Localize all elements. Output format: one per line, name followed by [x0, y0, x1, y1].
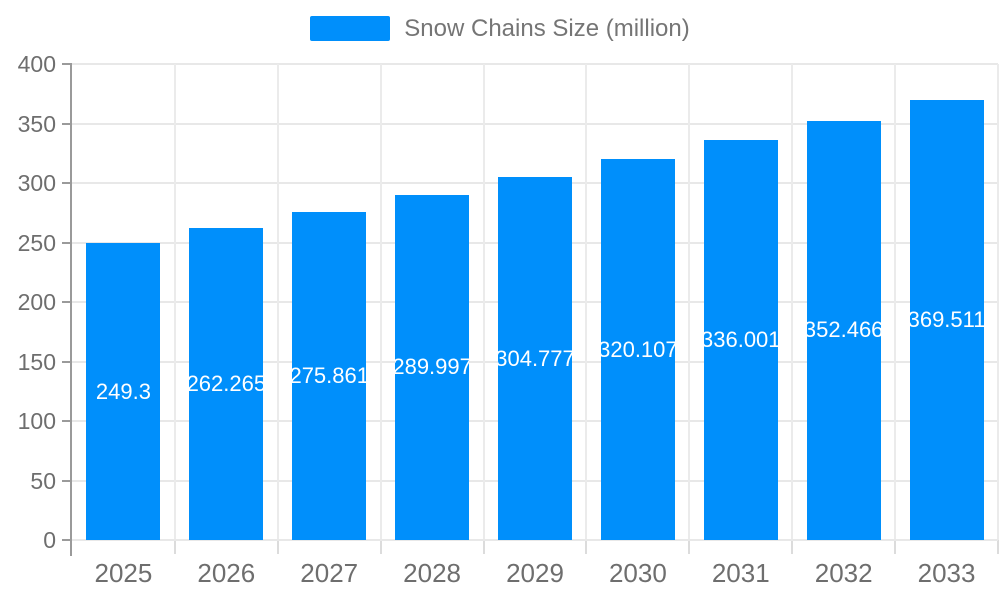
gridline-vertical	[688, 64, 691, 540]
bar-value-label: 336.001	[703, 327, 778, 353]
x-tick-label: 2028	[403, 558, 462, 588]
y-tick-label: 150	[17, 348, 56, 375]
x-tick-label: 2026	[197, 558, 256, 588]
y-tick-label: 400	[17, 51, 56, 77]
x-axis-tick	[585, 540, 588, 554]
legend-swatch-icon	[310, 16, 391, 41]
x-axis-tick	[173, 540, 176, 554]
x-tick-label: 2031	[711, 558, 770, 588]
bar[interactable]	[189, 227, 264, 540]
y-axis-tick	[62, 182, 72, 184]
x-axis-tick	[688, 540, 691, 554]
bar-value-label: 352.466	[806, 317, 881, 343]
legend-series-label: Snow Chains Size (million)	[404, 15, 690, 42]
gridline-vertical	[379, 64, 382, 540]
gridline-vertical	[791, 64, 794, 540]
y-axis-tick	[62, 241, 72, 244]
x-axis-tick	[276, 540, 279, 554]
y-tick-label: 0	[43, 527, 56, 553]
gridline-horizontal	[72, 63, 998, 65]
x-tick-label: 2025	[94, 558, 153, 588]
x-tick-label: 2032	[814, 558, 873, 588]
bar[interactable]	[86, 243, 161, 540]
gridline-vertical	[482, 64, 485, 540]
gridline-horizontal	[72, 122, 998, 125]
x-axis-tick	[379, 540, 382, 554]
y-axis-tick	[62, 122, 72, 125]
y-axis-line	[70, 64, 72, 556]
chart-legend[interactable]: Snow Chains Size (million)	[0, 16, 1000, 41]
bar-value-label: 369.511	[909, 307, 984, 333]
plot-area: 0 50 100 150 200 250 300 350 400 2025 2026 2027 2028…	[18, 52, 999, 588]
y-axis-tick	[62, 539, 72, 541]
bar[interactable]	[600, 159, 675, 540]
y-axis-tick	[62, 63, 72, 65]
y-tick-label: 200	[17, 289, 56, 315]
x-tick-label: 2027	[300, 558, 359, 588]
y-tick-label: 250	[17, 229, 56, 256]
bar-value-label: 320.107	[600, 336, 675, 362]
y-axis-tick	[62, 301, 72, 303]
y-tick-label: 350	[17, 110, 56, 137]
bar-value-label: 262.265	[189, 370, 264, 396]
bar-value-label: 289.997	[395, 354, 470, 380]
y-tick-label: 50	[30, 467, 56, 494]
bar[interactable]	[806, 120, 881, 540]
x-axis-tick	[997, 540, 999, 554]
bar[interactable]	[498, 177, 572, 540]
gridline-vertical	[997, 64, 999, 540]
y-tick-label: 100	[17, 408, 56, 434]
bar[interactable]	[909, 100, 984, 540]
gridline-vertical	[585, 64, 588, 540]
y-axis-tick	[62, 420, 72, 422]
x-axis-tick	[482, 540, 485, 554]
y-axis-tick	[62, 360, 72, 363]
x-tick-label: 2029	[506, 558, 564, 588]
y-axis-tick	[62, 479, 72, 482]
y-tick-label: 300	[17, 170, 56, 196]
gridline-vertical	[173, 64, 176, 540]
bar-value-label: 275.861	[292, 362, 367, 388]
x-tick-label: 2033	[917, 558, 976, 588]
x-tick-label: 2030	[608, 558, 667, 588]
bar[interactable]	[292, 211, 367, 540]
x-axis-line	[72, 539, 998, 541]
bar-value-label: 249.3	[95, 378, 151, 404]
x-axis-tick	[791, 540, 794, 554]
gridline-vertical	[276, 64, 279, 540]
bar[interactable]	[395, 194, 470, 540]
bar[interactable]	[703, 140, 778, 540]
x-axis-tick	[894, 540, 897, 554]
gridline-vertical	[894, 64, 897, 540]
bar-value-label: 304.777	[498, 345, 572, 371]
